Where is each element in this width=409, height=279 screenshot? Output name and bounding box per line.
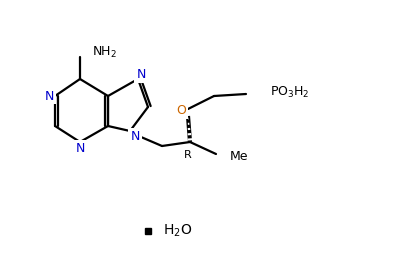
Text: N: N: [44, 90, 54, 102]
Text: N: N: [136, 69, 146, 81]
Text: O: O: [176, 105, 186, 117]
Text: NH$_2$: NH$_2$: [92, 44, 117, 59]
Text: R: R: [184, 150, 192, 160]
Text: H$_2$O: H$_2$O: [163, 223, 193, 239]
Text: Me: Me: [230, 150, 249, 163]
Text: N: N: [75, 141, 85, 155]
Text: N: N: [130, 129, 140, 143]
Text: PO$_3$H$_2$: PO$_3$H$_2$: [270, 85, 310, 100]
